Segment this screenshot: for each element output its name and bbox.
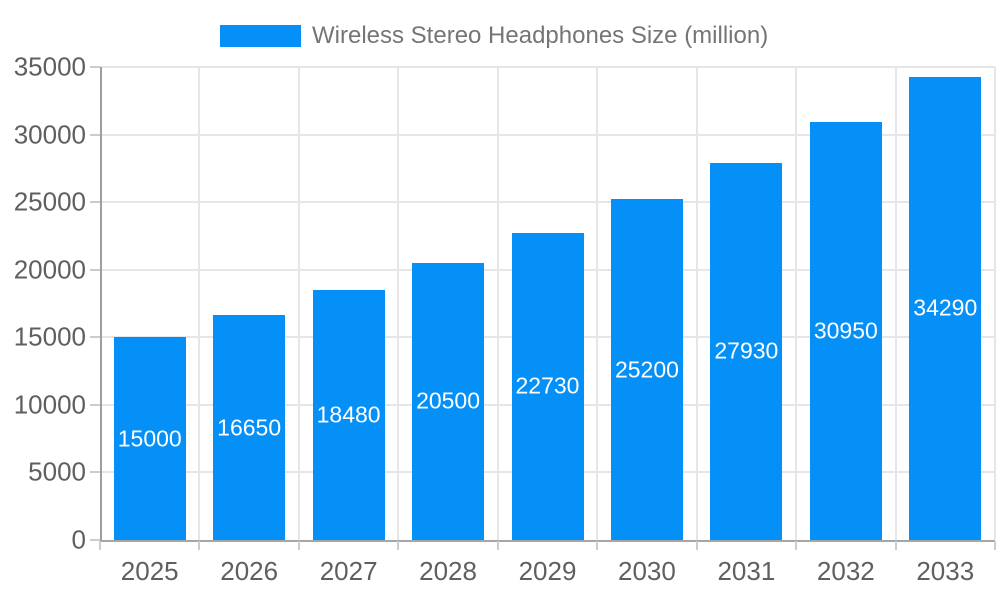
x-tick — [397, 541, 400, 550]
bar-value-label: 20500 — [416, 387, 481, 414]
x-tick-label: 2033 — [916, 556, 975, 586]
y-tick — [90, 403, 100, 406]
bar-value-label: 16650 — [217, 414, 282, 440]
gridline-h — [100, 133, 995, 136]
bar[interactable]: 16650 — [213, 315, 286, 540]
bar[interactable]: 22730 — [511, 232, 584, 540]
y-tick-label: 15000 — [13, 321, 86, 352]
gridline-v — [596, 67, 599, 540]
gridline-h — [100, 66, 995, 68]
legend-swatch — [220, 25, 301, 47]
x-tick — [297, 541, 300, 550]
y-tick-label: 20000 — [13, 254, 86, 285]
gridline-v — [297, 67, 300, 540]
x-tick — [198, 541, 201, 550]
x-tick-label: 2029 — [518, 556, 577, 586]
y-tick-label: 0 — [71, 524, 86, 555]
gridline-v — [198, 67, 201, 540]
legend: Wireless Stereo Headphones Size (million… — [220, 22, 768, 50]
gridline-h — [100, 201, 995, 204]
x-tick — [795, 541, 798, 550]
x-tick-label: 2027 — [319, 556, 378, 586]
y-tick — [90, 201, 100, 204]
x-tick-label: 2028 — [419, 556, 477, 586]
bar[interactable]: 34290 — [909, 76, 982, 540]
gridline-v — [894, 67, 897, 540]
y-tick-label: 10000 — [13, 389, 86, 420]
plot-area: 15000 16650 18480 20500 22730 25200 27930 30950… — [100, 66, 996, 542]
x-tick — [99, 541, 101, 550]
x-tick-label: 2030 — [618, 556, 676, 586]
x-tick-label: 2026 — [220, 556, 279, 586]
y-tick — [90, 66, 100, 68]
legend-label: Wireless Stereo Headphones Size (million… — [312, 22, 769, 49]
y-axis-line — [100, 67, 102, 540]
bar[interactable]: 20500 — [412, 262, 485, 540]
y-tick-label: 30000 — [13, 119, 86, 150]
bar-value-label: 27930 — [714, 337, 779, 364]
y-tick — [90, 471, 100, 474]
x-tick — [496, 541, 499, 550]
y-tick-label: 25000 — [13, 186, 86, 217]
gridline-v — [994, 67, 996, 540]
bar-value-label: 25200 — [614, 356, 679, 383]
y-tick-label: 35000 — [13, 51, 86, 82]
x-tick — [894, 541, 897, 550]
bar[interactable]: 25200 — [610, 199, 683, 540]
x-tick — [596, 541, 599, 550]
x-tick — [994, 541, 996, 550]
x-tick — [695, 541, 698, 550]
gridline-v — [496, 67, 499, 540]
y-tick — [90, 268, 100, 271]
gridline-v — [695, 67, 698, 540]
y-tick — [90, 539, 100, 541]
bar-value-label: 34290 — [913, 294, 978, 321]
x-tick-label: 2032 — [816, 556, 875, 586]
bar[interactable]: 27930 — [710, 162, 783, 540]
bar-value-label: 30950 — [813, 317, 878, 344]
bar-value-label: 15000 — [117, 425, 182, 452]
x-tick-label: 2031 — [717, 556, 776, 586]
y-tick — [90, 336, 100, 339]
bar-value-label: 18480 — [316, 401, 381, 428]
bar[interactable]: 30950 — [809, 121, 882, 540]
bar-value-label: 22730 — [515, 372, 580, 399]
bar[interactable]: 18480 — [312, 290, 385, 540]
bar[interactable]: 15000 — [113, 337, 186, 540]
y-tick — [90, 133, 100, 136]
gridline-v — [795, 67, 798, 540]
y-tick-label: 5000 — [28, 456, 86, 487]
gridline-v — [397, 67, 400, 540]
x-tick-label: 2025 — [120, 556, 179, 586]
x-axis-line — [100, 540, 995, 542]
